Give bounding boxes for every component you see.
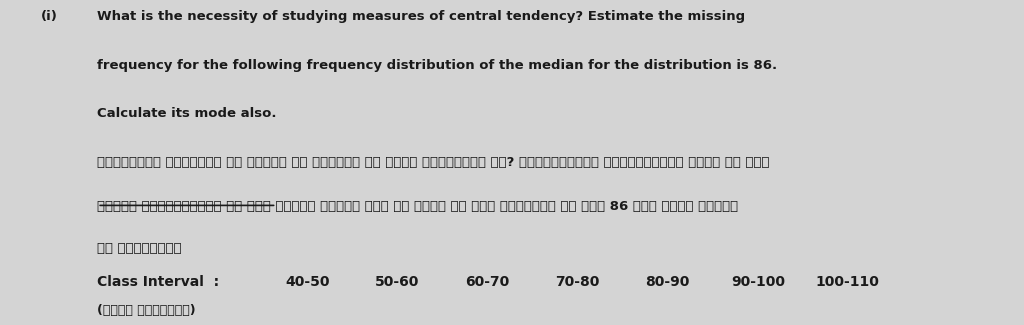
Text: केंद्रीय प्रवृति के मापों के अध्ययन की क्या आवश्यकता है? निम्नलिखित बारम्बारता ब: केंद्रीय प्रवृति के मापों के अध्ययन की क… <box>97 156 770 169</box>
Text: Calculate its mode also.: Calculate its mode also. <box>97 107 276 120</box>
Text: (i): (i) <box>41 10 57 23</box>
Text: 70-80: 70-80 <box>555 275 600 289</box>
Text: 90-100: 90-100 <box>731 275 784 289</box>
Text: 80-90: 80-90 <box>645 275 690 289</box>
Text: (वर्ग अन्तराल): (वर्ग अन्तराल) <box>97 304 196 317</box>
Text: रिक्त बारम्बारता का मान ज्ञात कीजिए यदि इस बंटन के लिए मध्यिका का मान 86 है। इसक: रिक्त बारम्बारता का मान ज्ञात कीजिए यदि … <box>97 200 738 213</box>
Text: भी निकालिए।: भी निकालिए। <box>97 242 182 255</box>
Text: frequency for the following frequency distribution of the median for the distrib: frequency for the following frequency di… <box>97 58 777 72</box>
Text: 50-60: 50-60 <box>375 275 420 289</box>
Text: Class Interval  :: Class Interval : <box>97 275 219 289</box>
Text: 40-50: 40-50 <box>285 275 330 289</box>
Text: 100-110: 100-110 <box>816 275 880 289</box>
Text: What is the necessity of studying measures of central tendency? Estimate the mis: What is the necessity of studying measur… <box>97 10 745 23</box>
Text: 60-70: 60-70 <box>465 275 510 289</box>
